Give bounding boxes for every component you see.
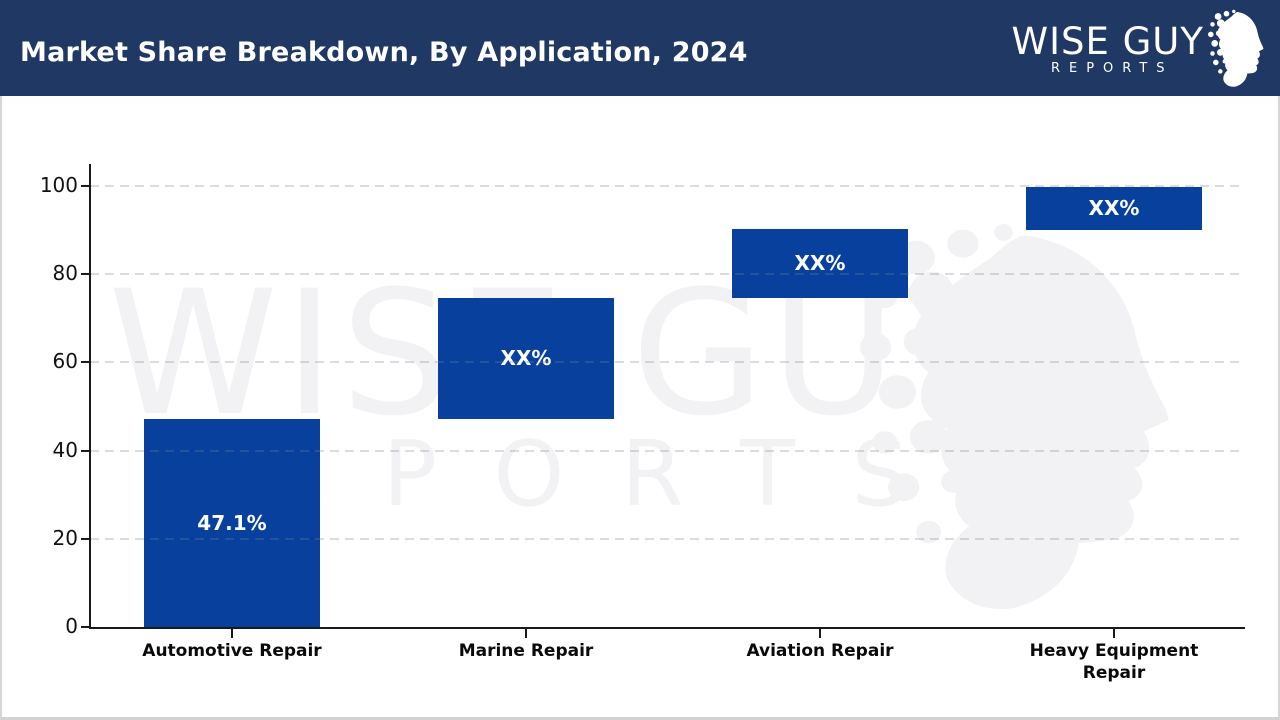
gridline [90, 185, 1245, 187]
logo-subtitle: REPORTS [1050, 61, 1174, 77]
y-tick-mark [81, 537, 89, 540]
y-tick-mark [81, 626, 89, 628]
y-axis-line [89, 164, 91, 629]
x-category-label-heavy-equipment-repair: Heavy Equipment Repair [1029, 641, 1199, 684]
y-tick-mark [81, 361, 89, 364]
bar-heavy-equipment-repair[interactable]: XX% [1026, 186, 1202, 231]
x-tick-mark [231, 629, 233, 638]
x-tick-mark [525, 629, 527, 638]
x-tick-mark [1113, 629, 1115, 638]
y-tick-label: 20 [52, 525, 78, 550]
y-tick-mark [81, 449, 89, 452]
gridline [90, 449, 1245, 452]
bar-value-label: XX% [794, 251, 846, 276]
x-category-label-aviation-repair: Aviation Repair [746, 641, 894, 661]
bar-automotive-repair[interactable]: 47.1% [144, 419, 320, 627]
x-axis-line [89, 627, 1245, 629]
bar-value-label: XX% [1088, 196, 1140, 221]
y-tick-mark [81, 273, 89, 276]
watermark-head-icon [860, 224, 1169, 610]
bar-marine-repair[interactable]: XX% [438, 297, 614, 420]
y-tick-label: 60 [52, 349, 78, 374]
logo-wordmark: WISE GUY [1011, 19, 1204, 63]
y-tick-label: 80 [52, 261, 78, 286]
y-tick-label: 40 [52, 437, 78, 462]
gridline [90, 537, 1245, 540]
y-tick-mark [81, 185, 89, 187]
header-bar: Market Share Breakdown, By Application, … [0, 0, 1280, 96]
bar-aviation-repair[interactable]: XX% [732, 228, 908, 298]
y-tick-label: 100 [39, 173, 78, 197]
y-tick-label: 0 [65, 614, 78, 638]
brand-logo: WISE GUY REPORTS [1012, 7, 1264, 89]
logo-text: WISE GUY REPORTS [1011, 19, 1204, 77]
gridline [90, 273, 1245, 276]
x-category-label-marine-repair: Marine Repair [458, 641, 594, 661]
gridline [90, 361, 1245, 364]
logo-head-icon [1208, 9, 1264, 87]
bar-value-label: 47.1% [197, 511, 267, 536]
bar-value-label: XX% [500, 346, 552, 371]
x-category-label-automotive-repair: Automotive Repair [142, 641, 322, 661]
x-tick-mark [819, 629, 821, 638]
chart-title: Market Share Breakdown, By Application, … [20, 36, 748, 68]
